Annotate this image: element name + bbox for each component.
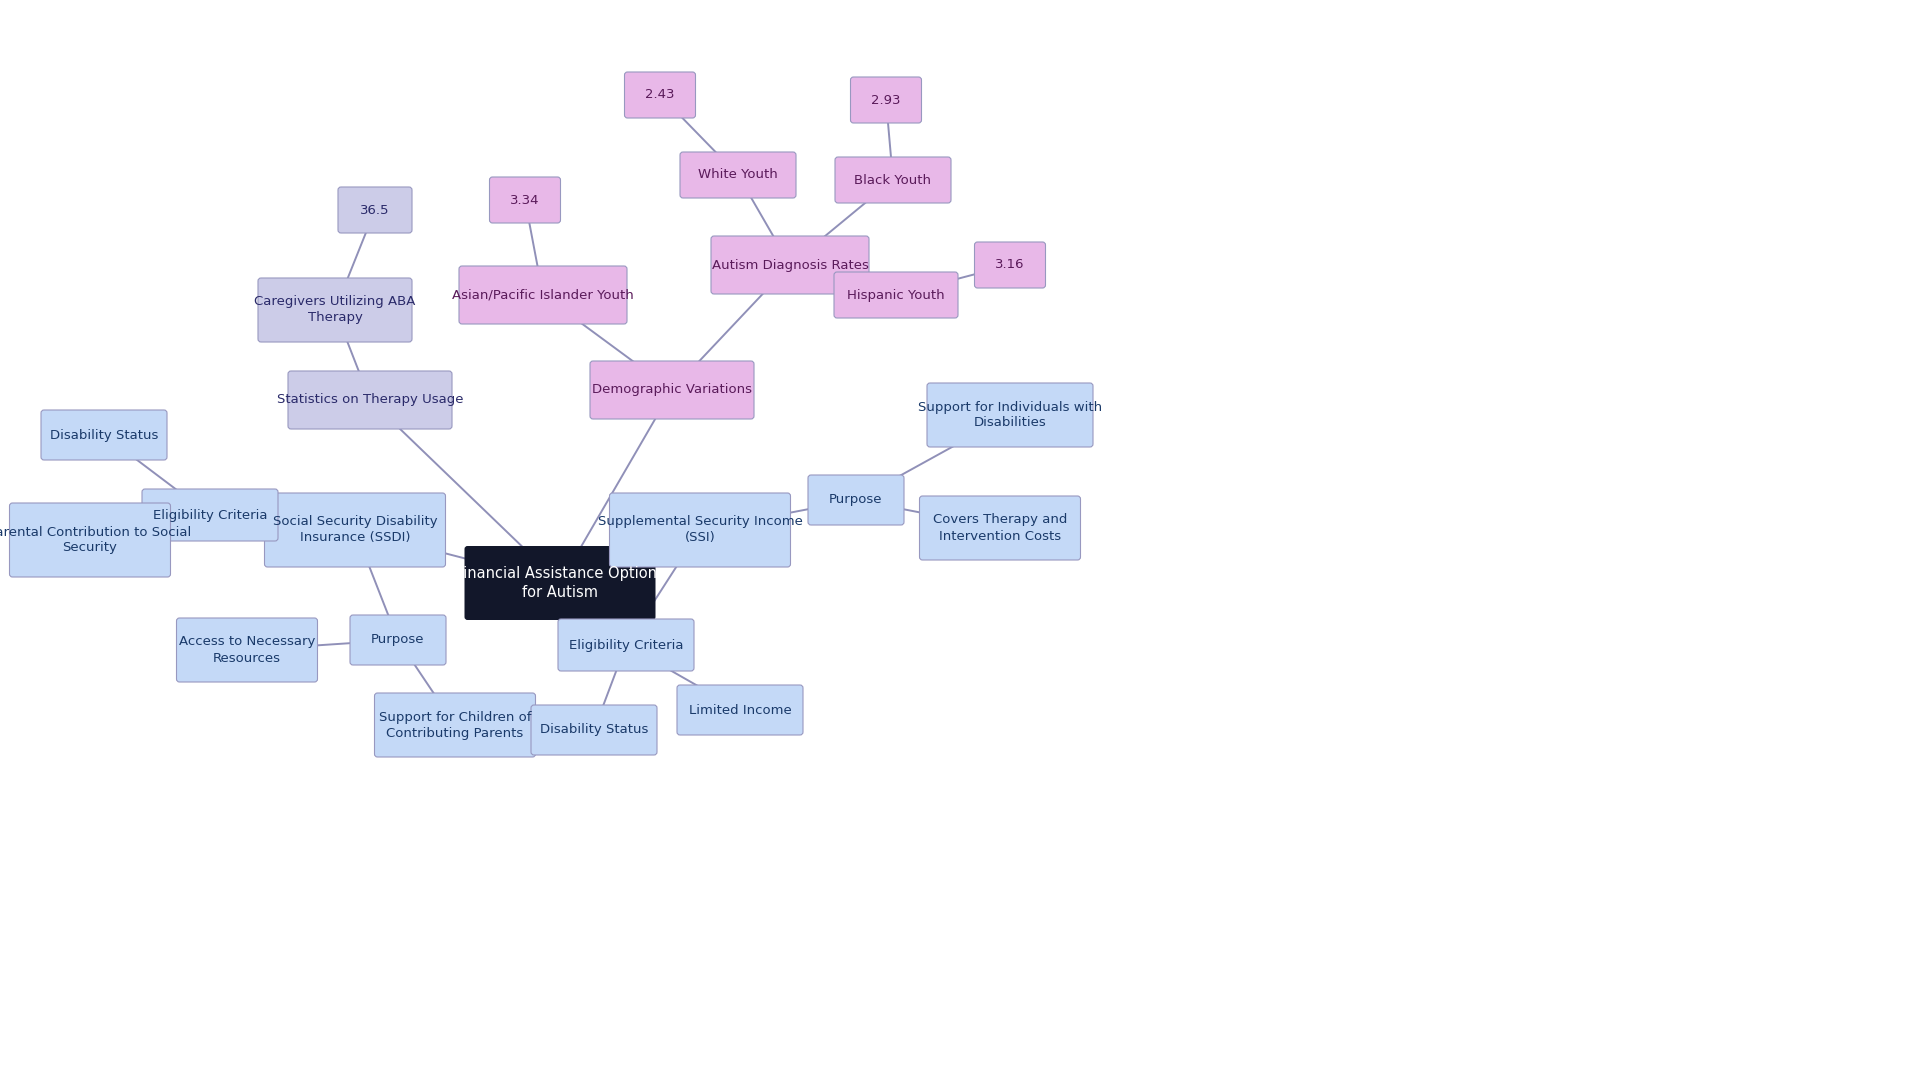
FancyBboxPatch shape	[851, 77, 922, 123]
FancyBboxPatch shape	[265, 493, 445, 567]
FancyBboxPatch shape	[40, 410, 167, 460]
Text: Black Youth: Black Youth	[854, 173, 931, 186]
Text: 3.34: 3.34	[511, 194, 540, 207]
FancyBboxPatch shape	[920, 496, 1081, 560]
FancyBboxPatch shape	[975, 242, 1046, 288]
Text: Eligibility Criteria: Eligibility Criteria	[154, 509, 267, 522]
FancyBboxPatch shape	[927, 383, 1092, 447]
FancyBboxPatch shape	[808, 475, 904, 525]
Text: Social Security Disability
Insurance (SSDI): Social Security Disability Insurance (SS…	[273, 516, 438, 545]
Text: Support for Children of
Contributing Parents: Support for Children of Contributing Par…	[378, 710, 532, 740]
FancyBboxPatch shape	[142, 490, 278, 542]
FancyBboxPatch shape	[177, 618, 317, 682]
Text: Demographic Variations: Demographic Variations	[591, 383, 753, 396]
Text: Asian/Pacific Islander Youth: Asian/Pacific Islander Youth	[451, 288, 634, 301]
Text: White Youth: White Youth	[699, 169, 778, 182]
FancyBboxPatch shape	[257, 278, 413, 342]
FancyBboxPatch shape	[833, 272, 958, 318]
Text: Disability Status: Disability Status	[50, 429, 157, 442]
FancyBboxPatch shape	[710, 236, 870, 293]
Text: Support for Individuals with
Disabilities: Support for Individuals with Disabilitie…	[918, 401, 1102, 430]
Text: Covers Therapy and
Intervention Costs: Covers Therapy and Intervention Costs	[933, 513, 1068, 543]
FancyBboxPatch shape	[374, 693, 536, 757]
FancyBboxPatch shape	[589, 361, 755, 419]
Text: Eligibility Criteria: Eligibility Criteria	[568, 639, 684, 652]
FancyBboxPatch shape	[559, 619, 693, 671]
FancyBboxPatch shape	[10, 503, 171, 577]
Text: 36.5: 36.5	[361, 204, 390, 217]
FancyBboxPatch shape	[288, 371, 451, 429]
Text: Limited Income: Limited Income	[689, 704, 791, 717]
FancyBboxPatch shape	[532, 705, 657, 755]
Text: Purpose: Purpose	[371, 634, 424, 647]
FancyBboxPatch shape	[678, 686, 803, 735]
Text: 3.16: 3.16	[995, 259, 1025, 272]
Text: 2.43: 2.43	[645, 89, 674, 102]
Text: Parental Contribution to Social
Security: Parental Contribution to Social Security	[0, 525, 192, 554]
FancyBboxPatch shape	[459, 266, 628, 324]
FancyBboxPatch shape	[349, 615, 445, 665]
Text: Purpose: Purpose	[829, 494, 883, 507]
Text: Financial Assistance Options
for Autism: Financial Assistance Options for Autism	[455, 566, 664, 600]
FancyBboxPatch shape	[490, 177, 561, 223]
FancyBboxPatch shape	[338, 187, 413, 233]
Text: Access to Necessary
Resources: Access to Necessary Resources	[179, 636, 315, 665]
Text: Caregivers Utilizing ABA
Therapy: Caregivers Utilizing ABA Therapy	[253, 296, 417, 325]
Text: Disability Status: Disability Status	[540, 723, 649, 736]
FancyBboxPatch shape	[609, 493, 791, 567]
Text: Hispanic Youth: Hispanic Youth	[847, 288, 945, 301]
Text: 2.93: 2.93	[872, 93, 900, 106]
Text: Autism Diagnosis Rates: Autism Diagnosis Rates	[712, 259, 868, 272]
FancyBboxPatch shape	[835, 157, 950, 203]
FancyBboxPatch shape	[465, 546, 655, 619]
Text: Supplemental Security Income
(SSI): Supplemental Security Income (SSI)	[597, 516, 803, 545]
FancyBboxPatch shape	[680, 152, 797, 198]
Text: Statistics on Therapy Usage: Statistics on Therapy Usage	[276, 393, 463, 406]
FancyBboxPatch shape	[624, 71, 695, 118]
